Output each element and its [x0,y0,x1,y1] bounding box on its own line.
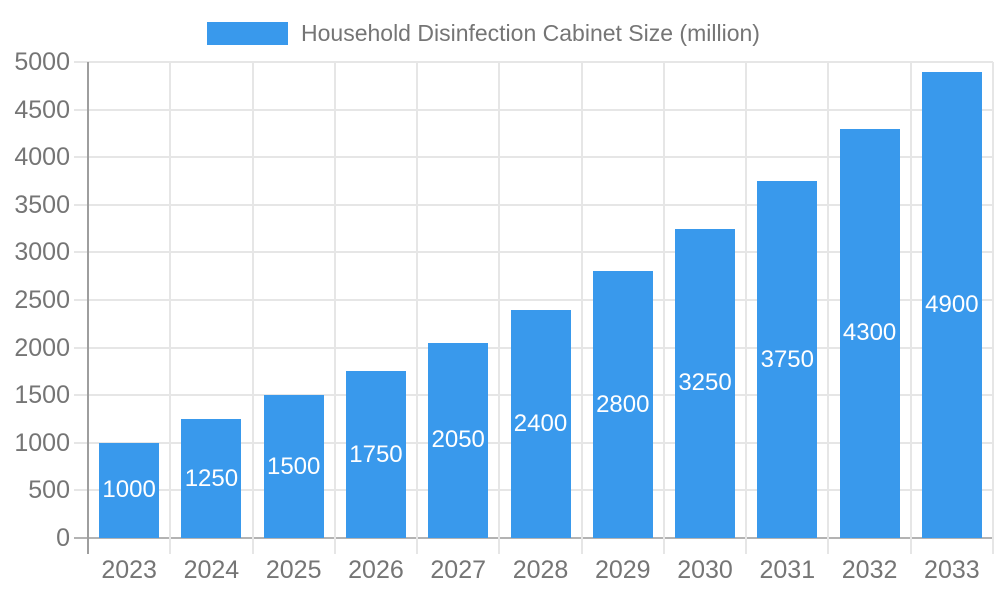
y-tick-label: 5000 [14,48,70,76]
y-tick-label: 0 [56,524,70,552]
x-tick-label: 2028 [512,556,569,584]
bar [428,342,489,538]
x-gridline [827,62,830,554]
y-gridline [74,251,993,254]
bar-value-label: 4300 [842,319,897,347]
y-gridline [74,61,993,63]
x-gridline [416,62,419,554]
bar [181,419,242,538]
y-tick-label: 500 [28,476,70,505]
y-gridline [74,299,993,301]
x-tick-label: 2029 [594,556,651,584]
x-tick-label: 2027 [430,556,487,584]
bar [263,395,324,538]
x-gridline [251,62,254,554]
x-gridline [169,62,172,554]
x-tick-label: 2032 [841,556,898,584]
bar-value-label: 2400 [513,409,568,437]
bar-value-label: 4900 [925,290,979,318]
x-gridline [498,62,501,554]
bar-value-label: 3250 [678,369,732,397]
bar [510,309,571,538]
x-tick-label: 2025 [265,556,322,584]
bar [921,71,982,538]
bar-value-label: 3750 [760,345,814,373]
bar-value-label: 1000 [102,476,156,504]
y-gridline [74,203,993,206]
y-gridline [74,156,993,159]
y-tick-label: 1000 [14,428,70,457]
bar [675,228,736,538]
y-tick-label: 4000 [14,143,70,172]
legend-label: Household Disinfection Cabinet Size (mil… [301,20,760,46]
bar-value-label: 2050 [431,426,485,454]
y-tick-label: 3000 [14,238,70,267]
bar [757,181,818,538]
x-gridline [580,62,583,554]
bar-value-label: 2800 [596,390,650,418]
y-axis-line [87,62,89,554]
x-gridline [909,62,912,554]
x-tick-label: 2033 [924,556,980,584]
x-gridline [992,62,994,554]
x-tick-label: 2023 [101,556,157,584]
y-tick-label: 2500 [14,286,70,314]
bar [592,271,653,538]
y-gridline [74,108,993,111]
x-tick-label: 2026 [348,556,404,584]
legend: Household Disinfection Cabinet Size (mil… [207,20,760,47]
x-tick-label: 2031 [759,556,816,584]
x-axis-baseline [74,537,993,539]
x-tick-label: 2024 [183,556,240,584]
bar [345,371,406,538]
legend-swatch [207,22,288,45]
y-tick-label: 1500 [14,381,70,410]
x-gridline [662,62,665,554]
x-gridline [333,62,336,554]
plot-area: 0 500 1000 1500 2000 2500 3000 3500 4000 4500 5000… [14,48,994,584]
x-tick-label: 2030 [677,556,733,584]
bar-value-label: 1500 [266,452,321,480]
y-tick-label: 2000 [14,333,70,362]
y-tick-label: 3500 [14,190,70,219]
x-gridline [745,62,748,554]
bar [99,442,160,538]
bar-value-label: 1250 [184,464,239,492]
bar-value-label: 1750 [349,440,403,468]
bar [839,128,900,538]
y-tick-label: 4500 [14,95,70,124]
